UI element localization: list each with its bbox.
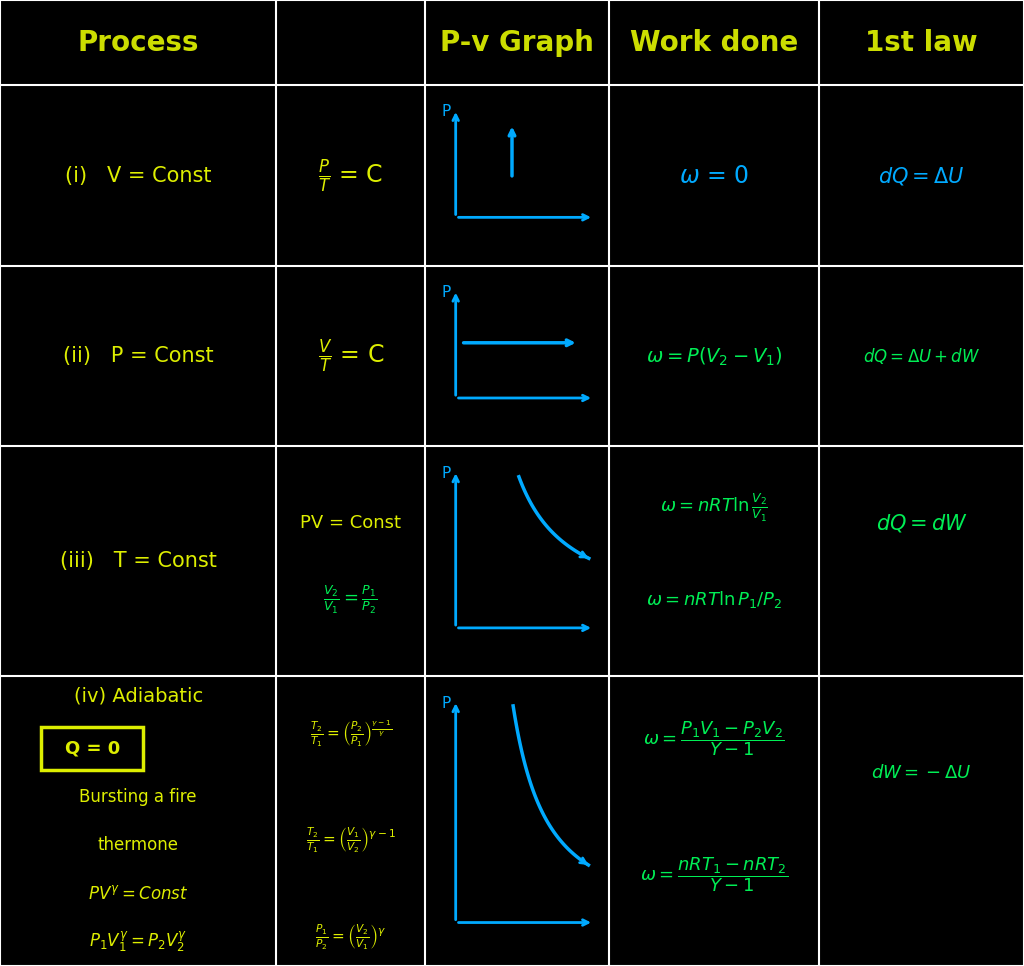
Text: $\omega = P(V_2-V_1)$: $\omega = P(V_2-V_1)$ xyxy=(646,345,782,368)
Text: $\frac{T_2}{T_1}=\left(\frac{V_1}{V_2}\right)^{\gamma-1}$: $\frac{T_2}{T_1}=\left(\frac{V_1}{V_2}\r… xyxy=(306,826,395,855)
Text: (ii)   P = Const: (ii) P = Const xyxy=(62,347,214,366)
Text: $\frac{V_2}{V_1} = \frac{P_1}{P_2}$: $\frac{V_2}{V_1} = \frac{P_1}{P_2}$ xyxy=(324,583,378,616)
Text: $\frac{P}{T}$ = C: $\frac{P}{T}$ = C xyxy=(318,157,383,194)
Text: (iv) Adiabatic: (iv) Adiabatic xyxy=(74,686,203,705)
Text: P: P xyxy=(441,104,451,120)
Text: Process: Process xyxy=(78,29,199,56)
Text: $\frac{V}{T}$ = C: $\frac{V}{T}$ = C xyxy=(317,338,384,375)
Text: $PV^\gamma = Const$: $PV^\gamma = Const$ xyxy=(88,885,188,902)
Text: P-v Graph: P-v Graph xyxy=(440,29,594,56)
Text: $\omega=\dfrac{nRT_1-nRT_2}{Y-1}$: $\omega=\dfrac{nRT_1-nRT_2}{Y-1}$ xyxy=(640,855,788,894)
Text: $\omega$ = 0: $\omega$ = 0 xyxy=(679,164,750,187)
Text: $\frac{T_2}{T_1}=\left(\frac{P_2}{P_1}\right)^{\frac{\gamma-1}{\gamma}}$: $\frac{T_2}{T_1}=\left(\frac{P_2}{P_1}\r… xyxy=(309,719,392,750)
Text: $\omega=nRT\ln P_1/P_2$: $\omega=nRT\ln P_1/P_2$ xyxy=(646,589,782,611)
Text: Bursting a fire: Bursting a fire xyxy=(80,788,197,806)
Text: P: P xyxy=(441,285,451,300)
Text: 1st law: 1st law xyxy=(865,29,978,56)
Text: $dQ=\Delta U+dW$: $dQ=\Delta U+dW$ xyxy=(863,347,980,366)
Text: (i)   V = Const: (i) V = Const xyxy=(65,166,212,185)
Bar xyxy=(41,726,143,771)
Text: Q = 0: Q = 0 xyxy=(65,740,120,757)
Text: PV = Const: PV = Const xyxy=(300,514,401,531)
Text: $\frac{P_1}{P_2}=\left(\frac{V_2}{V_1}\right)^{\gamma}$: $\frac{P_1}{P_2}=\left(\frac{V_2}{V_1}\r… xyxy=(315,923,386,952)
Text: $dW = -\Delta U$: $dW = -\Delta U$ xyxy=(871,764,972,781)
Text: $dQ = dW$: $dQ = dW$ xyxy=(876,512,968,533)
Text: $\omega=\dfrac{P_1V_1-P_2V_2}{Y-1}$: $\omega=\dfrac{P_1V_1-P_2V_2}{Y-1}$ xyxy=(643,720,785,758)
Text: Work done: Work done xyxy=(630,29,799,56)
Text: $\omega=nRT\ln\frac{V_2}{V_1}$: $\omega=nRT\ln\frac{V_2}{V_1}$ xyxy=(660,492,768,525)
Text: P: P xyxy=(441,466,451,481)
Text: thermone: thermone xyxy=(97,837,179,854)
Text: P: P xyxy=(441,696,451,711)
Text: (iii)   T = Const: (iii) T = Const xyxy=(59,552,217,571)
Text: $dQ = \Delta U$: $dQ = \Delta U$ xyxy=(879,165,965,186)
Text: $P_1V_1^\gamma = P_2V_2^\gamma$: $P_1V_1^\gamma = P_2V_2^\gamma$ xyxy=(89,929,187,954)
